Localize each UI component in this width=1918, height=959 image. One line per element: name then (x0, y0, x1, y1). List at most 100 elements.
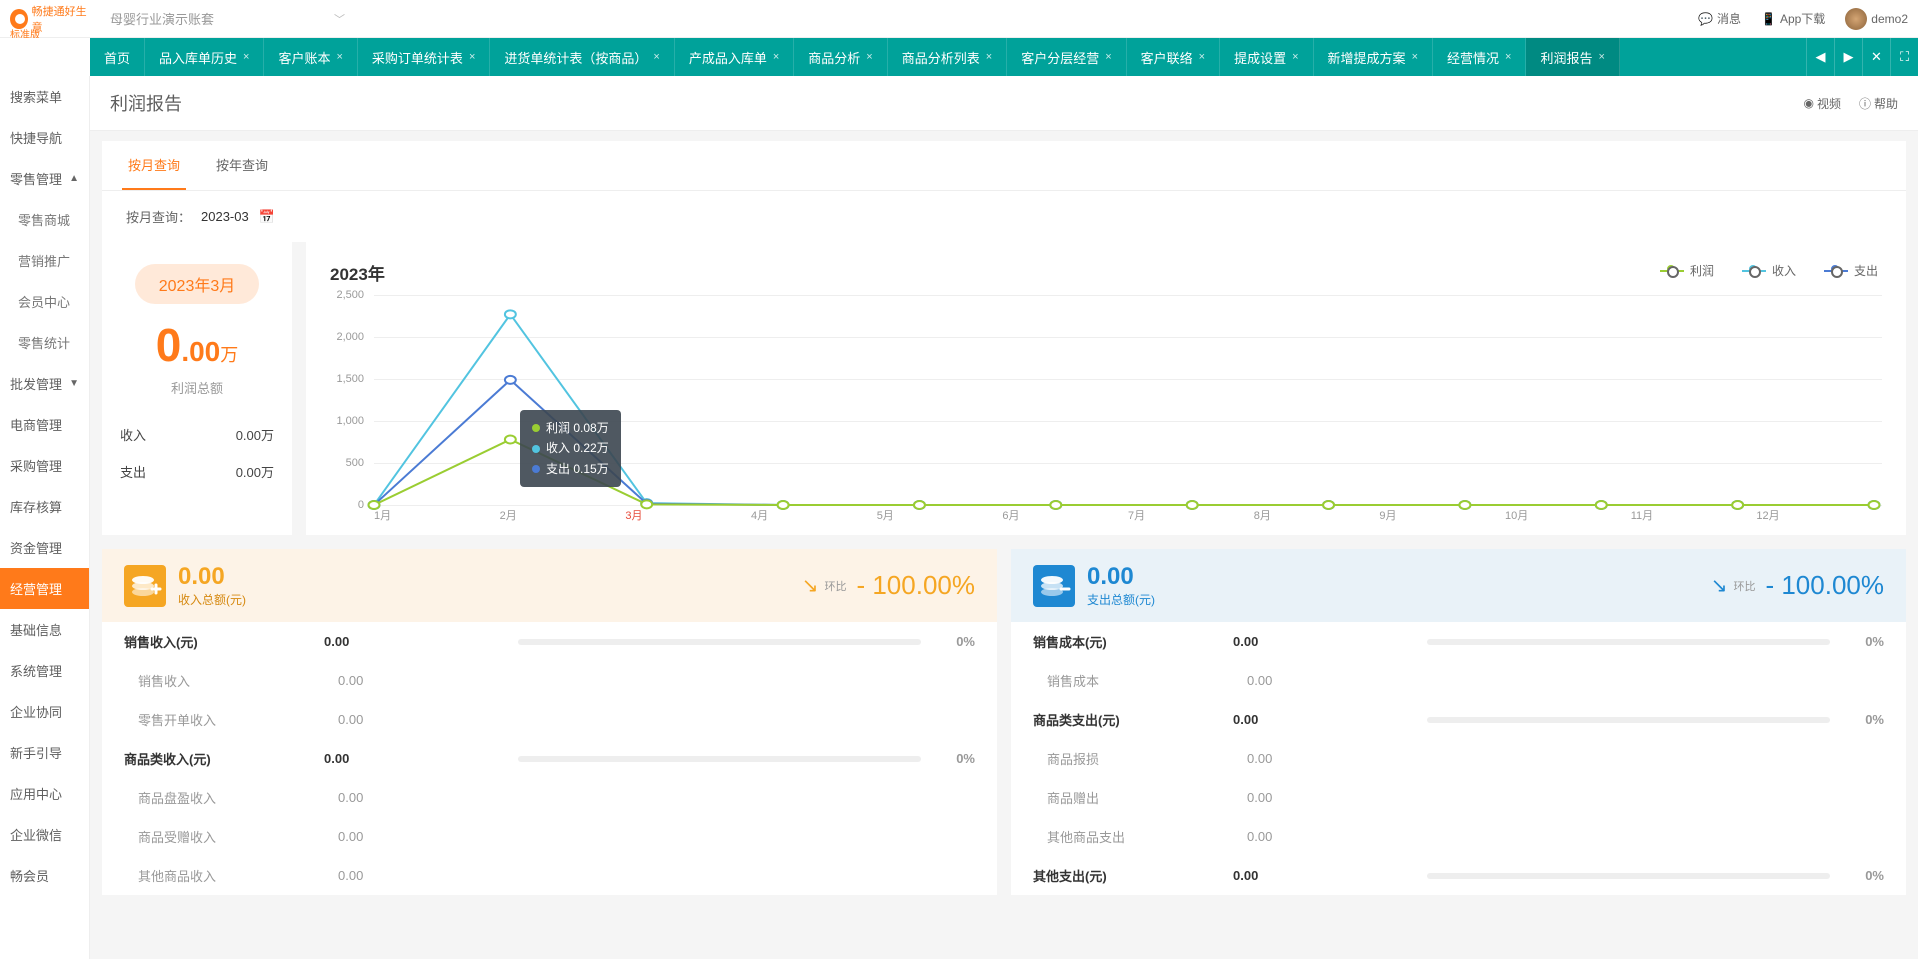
sidebar-item[interactable]: 零售商城 (0, 199, 89, 240)
app-header: 畅捷通好生意 标准版 母婴行业演示账套 ﹀ 💬 消息 📱 App下载 demo2 (0, 0, 1918, 38)
tab-item[interactable]: 首页 (90, 38, 145, 76)
tab-item[interactable]: 进货单统计表（按商品）× (490, 38, 674, 76)
tab-scroll-right[interactable]: ▶ (1834, 38, 1862, 76)
x-tick: 6月 (1002, 507, 1128, 525)
close-icon[interactable]: × (243, 51, 249, 63)
close-icon[interactable]: × (1105, 51, 1111, 63)
x-tick: 4月 (751, 507, 877, 525)
sidebar-item[interactable]: 新手引导 (0, 732, 89, 773)
user-menu[interactable]: demo2 (1845, 8, 1908, 30)
close-icon[interactable]: × (1505, 51, 1511, 63)
chart-title: 2023年 (330, 260, 1882, 285)
x-tick: 10月 (1505, 507, 1631, 525)
close-icon[interactable]: × (336, 51, 342, 63)
data-row: 其他商品支出0.00 (1011, 817, 1906, 856)
sidebar-item[interactable]: 会员中心 (0, 281, 89, 322)
data-row: 商品赠出0.00 (1011, 778, 1906, 817)
sidebar-item[interactable]: 畅会员 (0, 855, 89, 896)
trend-down-icon: ↘ (802, 573, 819, 598)
header-actions: 💬 消息 📱 App下载 demo2 (1698, 8, 1908, 30)
close-icon[interactable]: × (866, 51, 872, 63)
sidebar-item[interactable]: 企业协同 (0, 691, 89, 732)
logo: 畅捷通好生意 标准版 (10, 3, 90, 35)
sidebar-item[interactable]: 快捷导航 (0, 117, 89, 158)
expense-total: 0.00 (1087, 563, 1155, 591)
tab-item[interactable]: 品入库单历史× (145, 38, 264, 76)
close-icon[interactable]: × (1598, 51, 1604, 63)
x-tick: 9月 (1379, 507, 1505, 525)
data-row: 商品受赠收入0.00 (102, 817, 997, 856)
tab-item[interactable]: 新增提成方案× (1314, 38, 1433, 76)
tab-item[interactable]: 客户联络× (1127, 38, 1220, 76)
app-download-link[interactable]: 📱 App下载 (1761, 10, 1825, 27)
x-tick: 12月 (1756, 507, 1882, 525)
income-value: 0.00万 (236, 425, 274, 444)
message-icon: 💬 (1698, 12, 1713, 26)
calendar-icon[interactable]: 📅 (259, 209, 275, 225)
sidebar-item[interactable]: 零售管理▲ (0, 158, 89, 199)
tab-year-query[interactable]: 按年查询 (210, 141, 274, 190)
sidebar-item[interactable]: 搜索菜单 (0, 76, 89, 117)
x-tick: 2月 (500, 507, 626, 525)
chart-card: 2023年 利润收入支出 2,5002,0001,5001,0005000 利润… (306, 242, 1906, 535)
sidebar-item[interactable]: 批发管理▼ (0, 363, 89, 404)
sidebar-item[interactable]: 经营管理 (0, 568, 89, 609)
x-tick: 11月 (1631, 507, 1757, 525)
income-icon (124, 565, 166, 607)
tab-item[interactable]: 采购订单统计表× (358, 38, 490, 76)
income-total-label: 收入总额(元) (178, 591, 246, 608)
close-icon[interactable]: × (1412, 51, 1418, 63)
close-icon[interactable]: × (986, 51, 992, 63)
chart-area: 2,5002,0001,5001,0005000 利润 0.08万收入 0.22… (330, 295, 1882, 525)
tab-item[interactable]: 经营情况× (1433, 38, 1526, 76)
close-icon[interactable]: × (773, 51, 779, 63)
expense-pct: - 100.00% (1765, 570, 1884, 601)
tab-month-query[interactable]: 按月查询 (122, 141, 186, 190)
legend-item: 收入 (1742, 262, 1796, 279)
sidebar-item[interactable]: 电商管理 (0, 404, 89, 445)
income-panel: 0.00 收入总额(元) ↘ 环比 - 100.00% 销售收入(元)0.000… (102, 549, 997, 895)
y-tick: 0 (358, 499, 364, 511)
filter-row: 按月查询： 2023-03 📅 (102, 191, 1906, 242)
tab-item[interactable]: 客户账本× (264, 38, 357, 76)
tab-close-all[interactable]: ✕ (1862, 38, 1890, 76)
sidebar-item[interactable]: 资金管理 (0, 527, 89, 568)
sidebar-item[interactable]: 零售统计 (0, 322, 89, 363)
sidebar-item[interactable]: 企业微信 (0, 814, 89, 855)
tab-scroll-left[interactable]: ◀ (1806, 38, 1834, 76)
trend-down-icon: ↘ (1711, 573, 1728, 598)
tab-item[interactable]: 商品分析× (794, 38, 887, 76)
messages-link[interactable]: 💬 消息 (1698, 10, 1741, 27)
close-icon[interactable]: × (1199, 51, 1205, 63)
close-icon[interactable]: × (1292, 51, 1298, 63)
y-tick: 2,500 (336, 289, 364, 301)
sidebar-item[interactable]: 采购管理 (0, 445, 89, 486)
help-link[interactable]: ⓘ 帮助 (1859, 95, 1898, 112)
close-icon[interactable]: × (653, 51, 659, 63)
sidebar-item[interactable]: 库存核算 (0, 486, 89, 527)
close-icon[interactable]: × (469, 51, 475, 63)
tab-controls: ◀ ▶ ✕ ⛶ (1806, 38, 1918, 76)
tab-item[interactable]: 产成品入库单× (675, 38, 794, 76)
video-link[interactable]: ◉ 视频 (1803, 95, 1841, 112)
tab-fullscreen[interactable]: ⛶ (1890, 38, 1918, 76)
profit-total: 0.00万 (120, 322, 274, 368)
tab-item[interactable]: 利润报告× (1526, 38, 1619, 76)
tenant-name: 母婴行业演示账套 (110, 9, 214, 28)
expense-label: 支出 (120, 462, 146, 481)
tab-item[interactable]: 提成设置× (1220, 38, 1313, 76)
sidebar-item[interactable]: 应用中心 (0, 773, 89, 814)
data-row: 商品类收入(元)0.000% (102, 739, 997, 778)
phone-icon: 📱 (1761, 12, 1776, 26)
sidebar-item[interactable]: 营销推广 (0, 240, 89, 281)
tenant-selector[interactable]: 母婴行业演示账套 ﹀ (110, 9, 345, 28)
sidebar-item[interactable]: 系统管理 (0, 650, 89, 691)
progress-bar (1427, 873, 1830, 879)
tab-item[interactable]: 客户分层经营× (1007, 38, 1126, 76)
income-total: 0.00 (178, 563, 246, 591)
tab-item[interactable]: 商品分析列表× (888, 38, 1007, 76)
data-row: 商品类支出(元)0.000% (1011, 700, 1906, 739)
arrow-icon: ▲ (69, 173, 79, 184)
month-badge: 2023年3月 (135, 264, 260, 304)
sidebar-item[interactable]: 基础信息 (0, 609, 89, 650)
